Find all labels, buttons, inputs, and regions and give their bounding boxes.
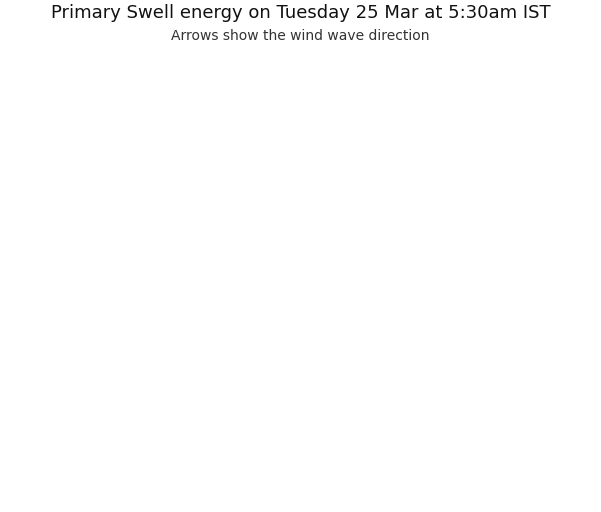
Text: Arrows show the wind wave direction: Arrows show the wind wave direction <box>171 29 430 43</box>
Text: Primary Swell energy on Tuesday 25 Mar at 5:30am IST: Primary Swell energy on Tuesday 25 Mar a… <box>50 4 551 22</box>
